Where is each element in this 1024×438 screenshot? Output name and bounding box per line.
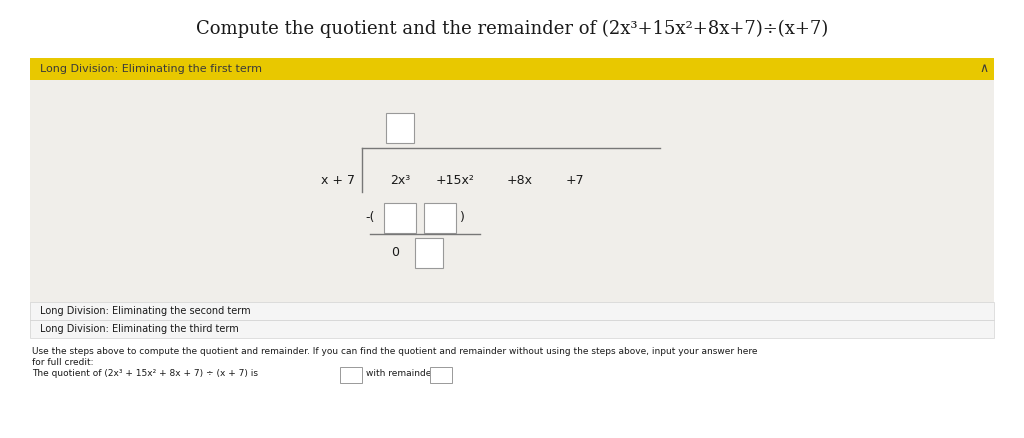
Text: ∧: ∧ <box>980 63 989 75</box>
Text: Compute the quotient and the remainder of (2x³+15x²+8x+7)÷(x+7): Compute the quotient and the remainder o… <box>196 20 828 38</box>
Bar <box>30 58 994 80</box>
Text: for full credit:: for full credit: <box>32 358 93 367</box>
Bar <box>30 302 994 320</box>
Bar <box>30 80 994 338</box>
Bar <box>386 113 414 143</box>
Bar <box>430 367 452 383</box>
Bar <box>424 203 456 233</box>
Text: with remainder: with remainder <box>366 370 435 378</box>
Bar <box>384 203 416 233</box>
Text: Use the steps above to compute the quotient and remainder. If you can find the q: Use the steps above to compute the quoti… <box>32 347 758 356</box>
Text: 0: 0 <box>391 247 399 259</box>
Text: 2x³: 2x³ <box>390 173 411 187</box>
Text: +15x²: +15x² <box>435 173 474 187</box>
Text: Long Division: Eliminating the third term: Long Division: Eliminating the third ter… <box>40 324 239 334</box>
Bar <box>415 238 443 268</box>
Text: x + 7: x + 7 <box>321 173 355 187</box>
Text: Long Division: Eliminating the second term: Long Division: Eliminating the second te… <box>40 306 251 316</box>
Bar <box>30 320 994 338</box>
Text: +7: +7 <box>565 173 585 187</box>
Text: ): ) <box>460 212 465 225</box>
Bar <box>340 367 362 383</box>
Text: +8x: +8x <box>507 173 534 187</box>
Text: The quotient of (2x³ + 15x² + 8x + 7) ÷ (x + 7) is: The quotient of (2x³ + 15x² + 8x + 7) ÷ … <box>32 370 261 378</box>
Text: Long Division: Eliminating the first term: Long Division: Eliminating the first ter… <box>40 64 262 74</box>
Text: -(: -( <box>366 212 375 225</box>
